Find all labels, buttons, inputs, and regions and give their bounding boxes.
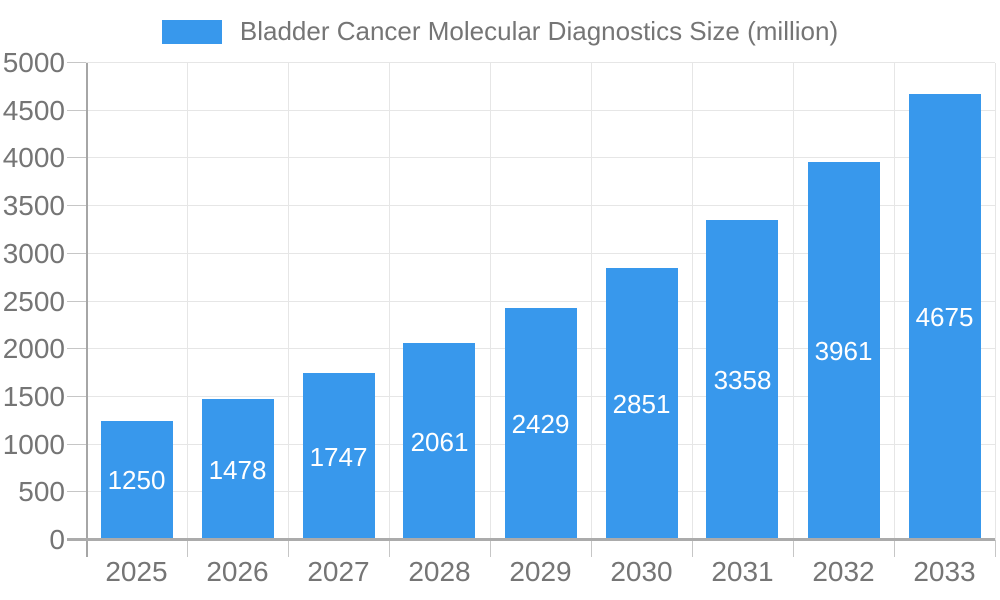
- x-category-label: 2033: [913, 556, 976, 587]
- v-gridline: [995, 63, 996, 540]
- x-category-label: 2028: [408, 556, 471, 587]
- bar-value-label: 3961: [814, 336, 873, 367]
- bar-value-label: 1250: [107, 465, 166, 496]
- y-tick-label: 5000: [2, 47, 65, 78]
- bar-cell: 2851: [591, 63, 692, 540]
- x-category-label: 2025: [105, 556, 168, 587]
- x-tick: [894, 540, 895, 557]
- bar-2031[interactable]: 3358: [706, 219, 779, 540]
- v-gridline: [591, 63, 592, 540]
- y-tick: [67, 62, 86, 63]
- v-gridline: [793, 63, 794, 540]
- y-tick: [67, 157, 86, 159]
- x-category-label: 2031: [711, 556, 774, 587]
- bar-cell: 1250: [86, 63, 187, 540]
- bar-cell: 3358: [692, 63, 793, 540]
- bar-2025[interactable]: 1250: [100, 420, 173, 540]
- x-tick: [995, 540, 996, 557]
- bar-2033[interactable]: 4675: [908, 94, 981, 540]
- v-gridline: [288, 63, 289, 540]
- bar-cell: 4675: [894, 63, 995, 540]
- bar-value-label: 2061: [410, 426, 469, 457]
- y-tick: [67, 491, 86, 493]
- y-tick-label: 4500: [2, 94, 65, 126]
- h-gridline: [86, 109, 995, 111]
- h-gridline: [86, 62, 995, 63]
- x-category-label: 2027: [307, 556, 370, 587]
- v-gridline: [187, 63, 188, 540]
- x-axis-line: [67, 538, 995, 541]
- bar-value-label: 2429: [511, 409, 570, 440]
- y-tick-label: 0: [49, 524, 65, 555]
- x-category-label: 2026: [206, 556, 269, 587]
- bar-2028[interactable]: 2061: [403, 343, 476, 540]
- v-gridline: [691, 63, 693, 540]
- bar-2030[interactable]: 2851: [605, 268, 678, 540]
- v-gridline: [490, 63, 491, 540]
- plot-area: 0 500 1000 1500 2000 2500 3000 3500 4000 4500 5000…: [3, 49, 996, 586]
- h-gridline: [86, 252, 995, 254]
- y-tick-label: 3500: [2, 190, 65, 222]
- bar-cell: 2429: [490, 63, 591, 540]
- legend: Bladder Cancer Molecular Diagnostics Siz…: [0, 16, 1000, 47]
- bar-value-label: 1747: [309, 441, 368, 472]
- x-tick: [187, 540, 188, 557]
- bar-cell: 1747: [288, 63, 389, 540]
- x-category-label: 2029: [509, 556, 572, 587]
- bar-value-label: 2851: [612, 389, 671, 419]
- legend-label: Bladder Cancer Molecular Diagnostics Siz…: [239, 16, 839, 46]
- legend-item[interactable]: Bladder Cancer Molecular Diagnostics Siz…: [161, 16, 839, 47]
- v-gridline: [388, 63, 390, 540]
- bar-cell: 2061: [389, 63, 490, 540]
- bar-2032[interactable]: 3961: [807, 162, 880, 540]
- y-tick: [67, 348, 86, 350]
- h-gridline: [86, 205, 995, 207]
- y-tick-label: 2500: [2, 285, 65, 317]
- bar-value-label: 1478: [208, 454, 267, 485]
- h-gridline: [86, 157, 995, 159]
- bar-value-label: 3358: [713, 364, 772, 395]
- y-tick-label: 1500: [2, 380, 65, 412]
- x-tick: [490, 540, 491, 557]
- y-tick: [67, 205, 86, 207]
- x-tick: [591, 540, 592, 557]
- bar-cell: 3961: [793, 63, 894, 540]
- x-category-label: 2032: [812, 556, 875, 587]
- bar-2029[interactable]: 2429: [504, 308, 577, 540]
- x-tick: [793, 540, 794, 557]
- legend-swatch-icon: [161, 19, 222, 44]
- y-tick-label: 3000: [2, 237, 65, 269]
- y-tick: [67, 109, 86, 111]
- y-tick-label: 500: [18, 476, 65, 508]
- x-tick: [691, 540, 693, 557]
- bar-cell: 1478: [187, 63, 288, 540]
- x-category-label: 2030: [610, 556, 673, 587]
- bar-2027[interactable]: 1747: [302, 373, 375, 540]
- bar-value-label: 4675: [915, 302, 974, 332]
- x-tick: [288, 540, 289, 557]
- y-tick-label: 1000: [2, 428, 65, 460]
- y-tick: [67, 300, 86, 302]
- y-tick-label: 4000: [2, 142, 65, 174]
- x-tick: [388, 540, 390, 557]
- y-tick: [67, 252, 86, 254]
- y-tick: [67, 395, 86, 397]
- y-tick: [67, 443, 86, 445]
- y-axis-line: [86, 63, 88, 557]
- v-gridline: [894, 63, 895, 540]
- y-tick-label: 2000: [2, 333, 65, 365]
- h-gridline: [86, 300, 995, 302]
- bar-2026[interactable]: 1478: [201, 399, 274, 540]
